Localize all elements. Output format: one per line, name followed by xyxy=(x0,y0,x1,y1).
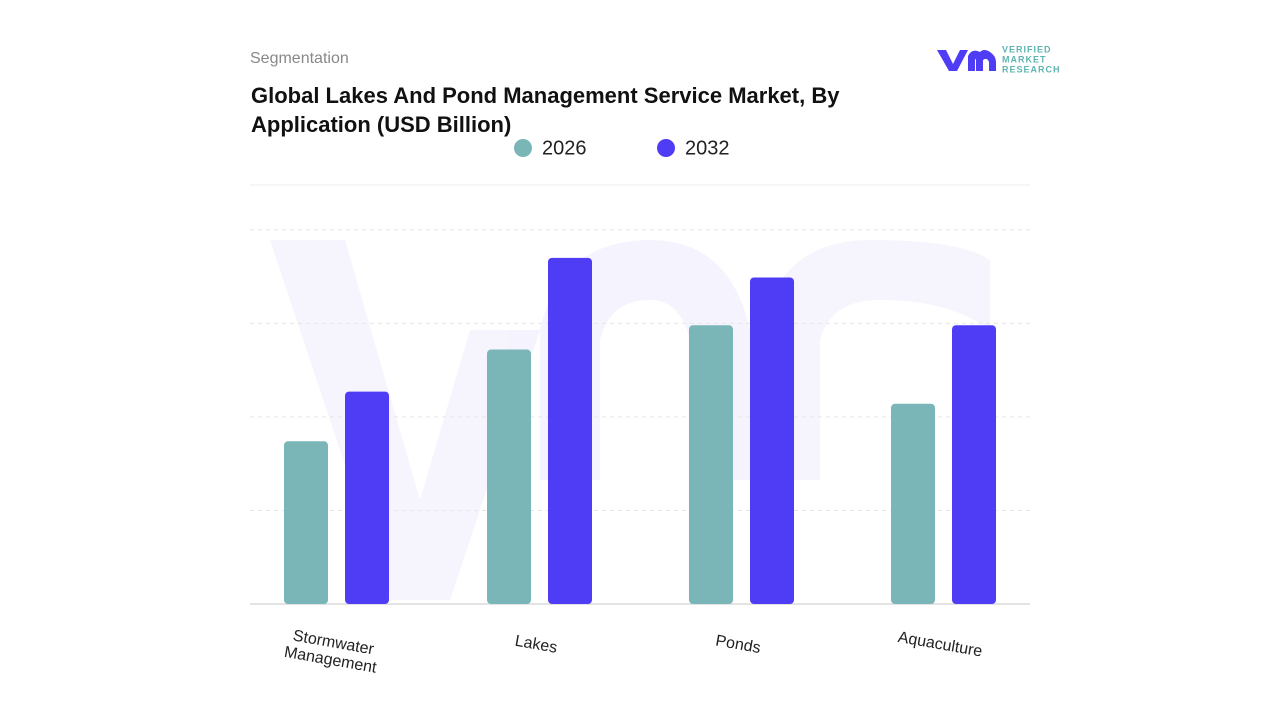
x-tick-label: StormwaterManagement xyxy=(283,627,382,677)
legend-label: 2026 xyxy=(542,137,587,159)
x-tick-label: Ponds xyxy=(714,632,762,657)
bar xyxy=(284,441,328,604)
logo-text: VERIFIED xyxy=(1002,44,1052,54)
x-tick-label: Aquaculture xyxy=(897,629,984,661)
legend-marker xyxy=(514,139,532,157)
bar xyxy=(750,277,794,604)
bar xyxy=(548,257,592,604)
bar xyxy=(487,349,531,604)
bar xyxy=(952,325,996,604)
section-label: Segmentation xyxy=(250,50,349,67)
logo-text: RESEARCH xyxy=(1002,64,1061,74)
legend-label: 2032 xyxy=(685,137,730,159)
x-tick-label: Lakes xyxy=(514,633,559,657)
chart-title: Global Lakes And Pond Management Service… xyxy=(251,83,840,137)
bar xyxy=(891,403,935,604)
legend-marker xyxy=(657,139,675,157)
logo-text: MARKET xyxy=(1002,54,1047,64)
logo: VERIFIED MARKET RESEARCH xyxy=(937,44,1061,74)
bar xyxy=(689,325,733,604)
bar xyxy=(345,391,389,604)
